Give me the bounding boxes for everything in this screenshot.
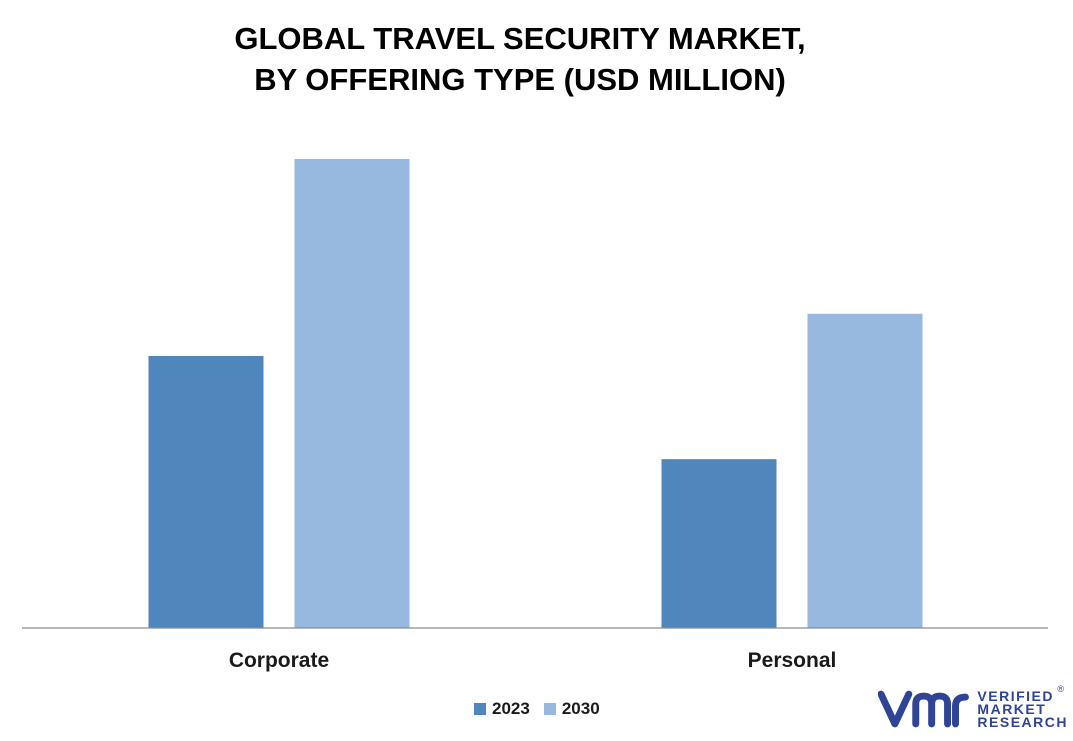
bar-personal-2030 [807,313,923,628]
vmr-logo: VERIFIED MARKET RESEARCH ® [878,684,1068,732]
bar-corporate-2030 [294,159,410,628]
logo-line-2: MARKET [977,700,1047,717]
chart-title-line-2: BY OFFERING TYPE (USD MILLION) [254,62,786,97]
chart-title-line-1: GLOBAL TRAVEL SECURITY MARKET, [234,21,806,56]
legend-item-2023: 2023 [474,699,530,719]
category-label-corporate: Corporate [229,649,329,672]
chart-title: GLOBAL TRAVEL SECURITY MARKET, BY OFFERI… [0,18,1040,100]
legend-swatch-2023 [474,703,486,715]
bar-corporate-2023 [148,355,264,628]
vmr-logo-icon [878,690,969,728]
logo-line-3: RESEARCH [977,713,1068,730]
category-labels: Corporate Personal [229,649,837,672]
vmr-logo-text: VERIFIED MARKET RESEARCH [977,687,1068,730]
legend-swatch-2030 [543,703,556,715]
legend: 2023 2030 [474,699,600,719]
registered-mark: ® [1057,684,1064,694]
legend-label-2023: 2023 [492,699,530,718]
category-label-personal: Personal [748,649,837,672]
bars-group [148,159,923,628]
legend-item-2030: 2030 [543,699,600,719]
legend-label-2030: 2030 [561,699,600,718]
logo-line-1: VERIFIED [977,687,1054,704]
bar-personal-2023 [661,459,777,628]
